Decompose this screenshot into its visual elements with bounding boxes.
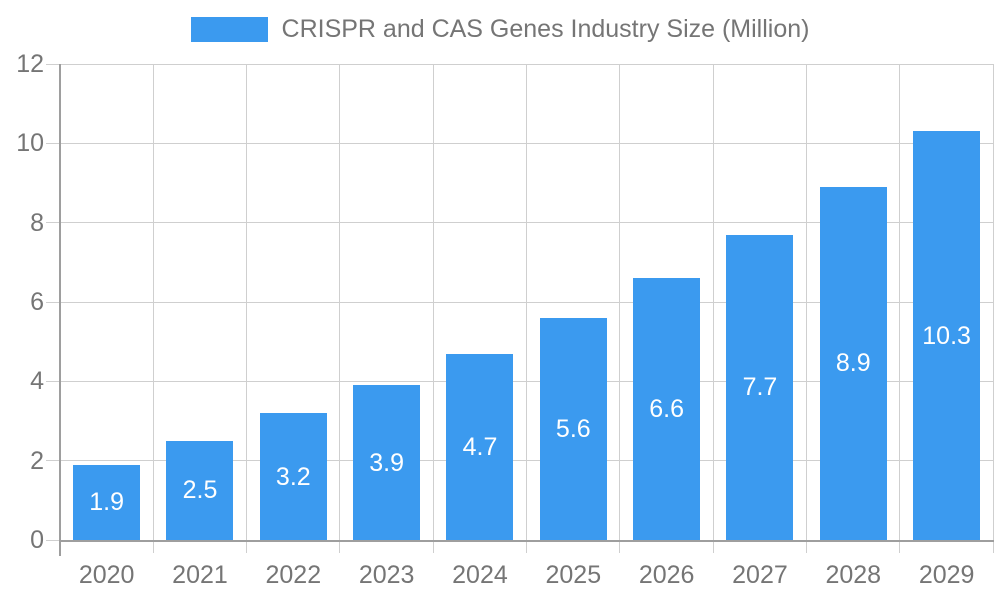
bar-2028: 8.9 bbox=[819, 186, 887, 540]
x-grid-line bbox=[899, 64, 901, 540]
x-tick-mark bbox=[899, 541, 901, 553]
bar-value-label: 10.3 bbox=[922, 321, 971, 350]
x-tick-label: 2021 bbox=[172, 561, 228, 589]
x-grid-line bbox=[712, 64, 714, 540]
x-tick-label: 2022 bbox=[265, 561, 322, 589]
bar-2023: 3.9 bbox=[353, 385, 421, 540]
bar-value-label: 3.9 bbox=[369, 448, 405, 477]
bar-2026: 6.6 bbox=[633, 278, 701, 540]
bar-2025: 5.6 bbox=[539, 317, 607, 540]
y-tick-label: 2 bbox=[30, 446, 44, 475]
x-grid-line bbox=[246, 64, 248, 540]
x-tick-mark bbox=[246, 541, 248, 553]
x-grid-line bbox=[339, 64, 341, 540]
x-tick-label: 2024 bbox=[452, 561, 508, 589]
bar-value-label: 8.9 bbox=[835, 349, 871, 378]
x-axis-line bbox=[58, 539, 994, 542]
x-grid-line bbox=[152, 64, 154, 540]
bar-2021: 2.5 bbox=[166, 440, 234, 540]
x-tick-label: 2025 bbox=[545, 561, 602, 589]
y-grid-line bbox=[46, 301, 994, 303]
bar-value-label: 4.7 bbox=[462, 432, 498, 461]
y-grid-line bbox=[46, 142, 994, 144]
bar-2020: 1.9 bbox=[73, 464, 141, 540]
x-grid-line bbox=[619, 64, 621, 540]
y-tick-label: 6 bbox=[30, 288, 44, 316]
x-tick-mark bbox=[712, 541, 714, 553]
y-axis-line bbox=[58, 64, 61, 556]
x-grid-line bbox=[526, 64, 528, 540]
bar-value-label: 6.6 bbox=[649, 395, 685, 424]
y-grid-line bbox=[46, 380, 994, 382]
y-tick-label: 10 bbox=[16, 129, 44, 158]
x-grid-line bbox=[806, 64, 808, 540]
y-grid-line bbox=[46, 222, 994, 224]
bar-value-label: 7.7 bbox=[742, 373, 778, 402]
bar-value-label: 1.9 bbox=[89, 488, 125, 517]
x-tick-label: 2028 bbox=[825, 561, 882, 589]
x-tick-mark bbox=[152, 541, 154, 553]
y-tick-label: 0 bbox=[30, 526, 44, 554]
bar-2029: 10.3 bbox=[913, 131, 981, 540]
x-tick-mark bbox=[339, 541, 341, 553]
x-tick-mark bbox=[806, 541, 808, 553]
x-tick-label: 2029 bbox=[918, 561, 975, 589]
bar-value-label: 5.6 bbox=[555, 414, 591, 443]
x-tick-label: 2023 bbox=[358, 561, 415, 589]
x-tick-mark bbox=[992, 541, 994, 553]
y-tick-label: 4 bbox=[30, 367, 44, 396]
bar-2022: 3.2 bbox=[259, 413, 327, 540]
bar-value-label: 2.5 bbox=[182, 476, 218, 505]
bar-2027: 7.7 bbox=[726, 234, 794, 540]
bar-2024: 4.7 bbox=[446, 353, 514, 540]
y-tick-label: 12 bbox=[16, 50, 44, 78]
y-tick-label: 8 bbox=[30, 208, 44, 237]
y-grid-line bbox=[46, 63, 994, 65]
x-tick-mark bbox=[526, 541, 528, 553]
x-grid-line bbox=[432, 64, 434, 540]
bar-value-label: 3.2 bbox=[275, 462, 311, 491]
x-tick-label: 2027 bbox=[732, 561, 788, 589]
y-grid-line bbox=[46, 460, 994, 462]
x-tick-label: 2026 bbox=[638, 561, 695, 589]
x-tick-mark bbox=[432, 541, 434, 553]
x-tick-label: 2020 bbox=[78, 561, 135, 589]
x-tick-mark bbox=[619, 541, 621, 553]
x-grid-line bbox=[992, 64, 994, 540]
